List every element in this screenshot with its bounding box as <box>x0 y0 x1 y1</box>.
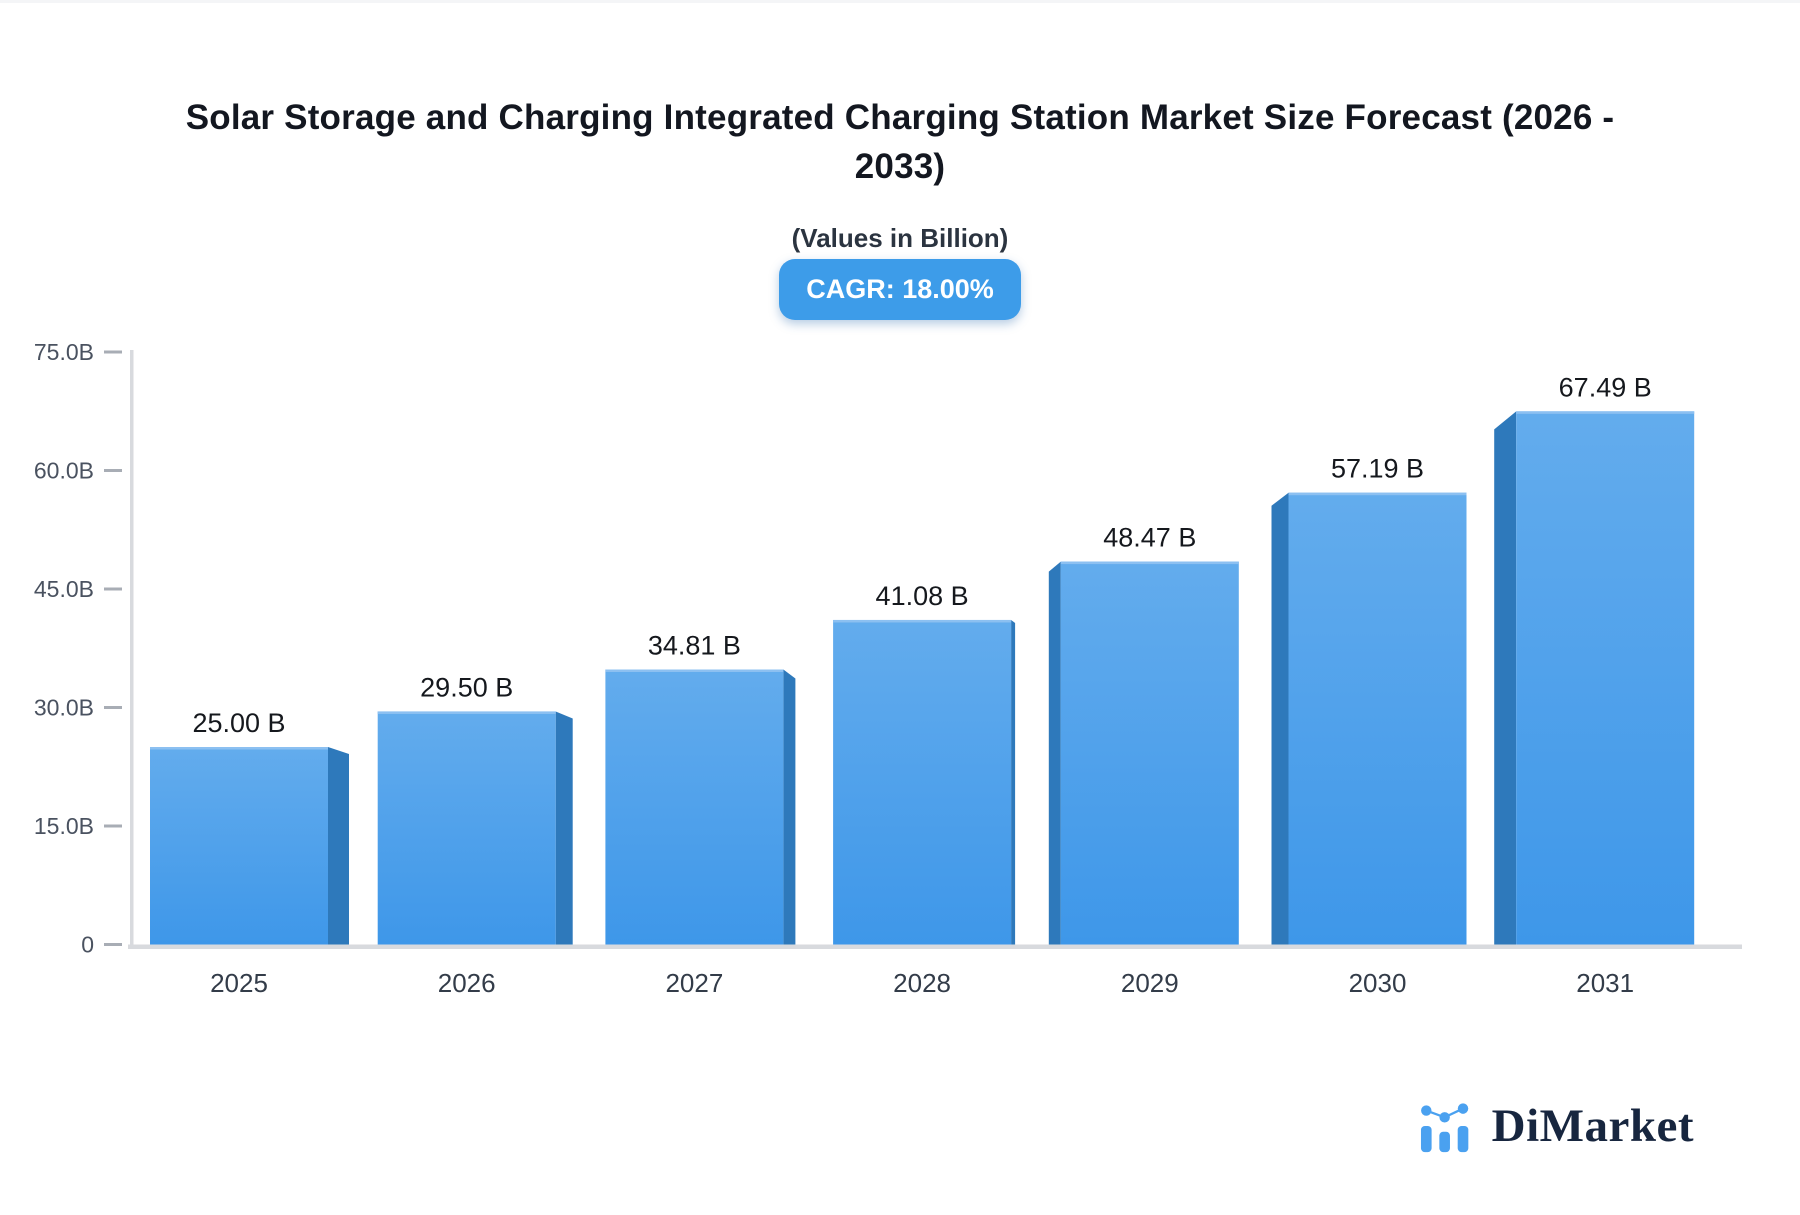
bar-chart: 0 15.0B 30.0B 45.0B 60.0B 75.0B 25.00 B 2025 29.… <box>34 339 1742 998</box>
bar-top-edge-2028 <box>833 619 1012 623</box>
bar-top-edge-2029 <box>1060 561 1239 565</box>
bar-2029 <box>1060 561 1239 945</box>
bar-top-edge-2026 <box>377 711 556 714</box>
x-axis-line <box>128 944 1742 949</box>
y-tick-label: 75.0B <box>34 339 94 365</box>
chart-title: Solar Storage and Charging Integrated Ch… <box>185 98 1615 186</box>
bar-value-label: 67.49 B <box>1559 372 1652 402</box>
bar-2028 <box>833 619 1012 945</box>
x-tick-label: 2029 <box>1121 968 1179 998</box>
x-tick-label: 2026 <box>438 968 496 998</box>
brand-name: DiMarket <box>1491 1099 1694 1152</box>
bar-side-2031 <box>1494 411 1517 945</box>
x-tick-label: 2028 <box>893 968 951 998</box>
bar-side-2028 <box>1011 619 1016 945</box>
bar-value-label: 57.19 B <box>1331 454 1424 484</box>
brand-logo: DiMarket <box>1420 1099 1694 1153</box>
bar-side-2025 <box>328 747 349 945</box>
mini-bar-chart-icon <box>1420 1103 1468 1153</box>
x-tick-label: 2031 <box>1576 968 1634 998</box>
x-tick-label: 2025 <box>210 968 268 998</box>
bar-top-edge-2031 <box>1516 411 1695 414</box>
bar-top-edge-2025 <box>150 747 328 750</box>
bar-2025 <box>150 747 328 945</box>
y-axis-line <box>130 350 134 949</box>
bar-value-label: 25.00 B <box>192 708 285 738</box>
bar-side-2029 <box>1048 561 1061 945</box>
bar-value-label: 48.47 B <box>1103 523 1196 553</box>
bar-value-label: 34.81 B <box>648 631 741 661</box>
bar-top-edge-2030 <box>1288 492 1467 496</box>
bar-top-edge-2027 <box>605 669 784 673</box>
bar-2026 <box>377 711 556 945</box>
y-tick-label: 60.0B <box>34 458 94 484</box>
bar-value-label: 41.08 B <box>876 581 969 611</box>
bar-2030 <box>1288 492 1467 945</box>
bar-2031 <box>1516 411 1695 945</box>
y-tick-label: 0 <box>81 932 94 958</box>
bar-value-label: 29.50 B <box>420 672 513 702</box>
bar-side-2030 <box>1271 492 1289 945</box>
y-tick-label: 45.0B <box>34 576 94 602</box>
bar-side-2027 <box>783 669 796 945</box>
x-tick-label: 2027 <box>665 968 723 998</box>
cagr-badge-row: CAGR: 18.00% <box>0 259 1800 320</box>
y-tick-label: 15.0B <box>34 813 94 839</box>
cagr-badge: CAGR: 18.00% <box>779 259 1021 320</box>
chart-subtitle: (Values in Billion) <box>791 223 1009 253</box>
y-tick-label: 30.0B <box>34 695 94 721</box>
x-tick-label: 2030 <box>1349 968 1407 998</box>
bar-side-2026 <box>555 711 573 945</box>
bar-2027 <box>605 669 784 945</box>
